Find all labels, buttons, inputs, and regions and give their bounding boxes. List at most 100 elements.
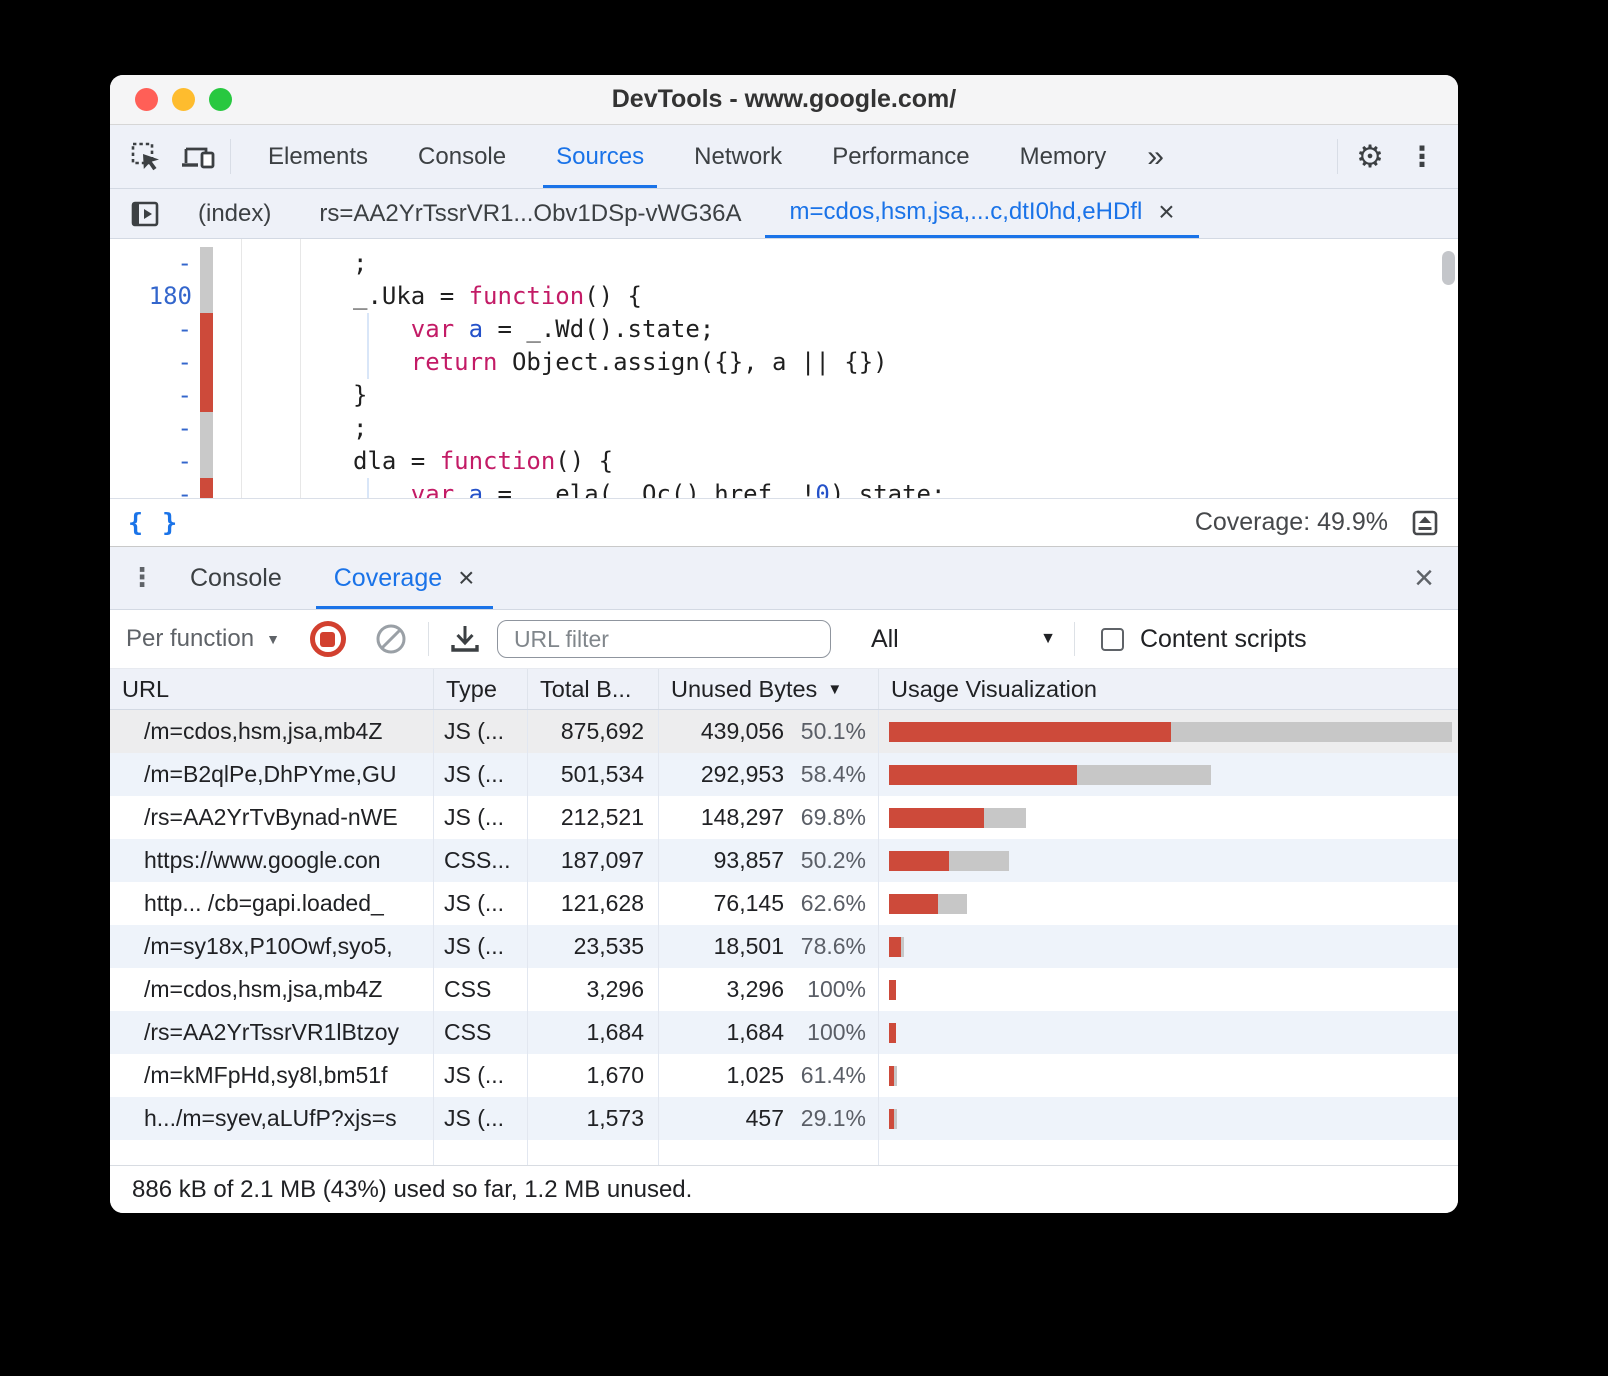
close-drawer-button[interactable]: × (1400, 547, 1448, 609)
cell-type: CSS... (433, 839, 527, 883)
close-tab-icon[interactable]: × (458, 562, 475, 594)
code-line: ; (353, 414, 368, 442)
drawer-tab-console[interactable]: Console (164, 547, 308, 609)
code-line: var a = _.ela(_.Oc().href, !0).state; (301, 478, 1458, 499)
file-tab-label: m=cdos,hsm,jsa,...c,dtI0hd,eHDfl (789, 198, 1143, 225)
table-row[interactable]: h.../m=syev,aLUfP?xjs=s JS (... 1,573 457 29… (110, 1097, 1458, 1141)
line-number: - (177, 480, 192, 499)
content-scripts-checkbox[interactable] (1100, 627, 1124, 651)
cell-url: /rs=AA2YrTssrVR1lBtzoy (144, 1019, 399, 1046)
column-header-type[interactable]: Type (433, 669, 527, 710)
cell-usage-visualization (878, 882, 1458, 926)
table-row[interactable]: /m=kMFpHd,sy8l,bm51f JS (... 1,670 1,025 61.… (110, 1054, 1458, 1098)
cell-unused-bytes: 93,857 50.2% (658, 839, 878, 883)
more-panels-button[interactable]: » (1147, 139, 1164, 173)
window-title: DevTools - www.google.com/ (611, 85, 957, 113)
coverage-table-header: URL Type Total B... Unused Bytes ▼ Usage … (110, 668, 1458, 711)
url-filter-input[interactable] (496, 620, 831, 659)
column-header-url[interactable]: URL (122, 675, 170, 702)
line-number: - (177, 447, 192, 475)
table-row[interactable]: /m=cdos,hsm,jsa,mb4Z CSS 3,296 3,296 100% (110, 968, 1458, 1012)
unused-bar-segment (889, 936, 901, 957)
minimize-window-button[interactable] (172, 88, 195, 111)
cell-usage-visualization (878, 968, 1458, 1012)
devtools-window: DevTools - www.google.com/ Elements Conso… (110, 75, 1458, 1213)
column-header-total-bytes[interactable]: Total B... (527, 669, 658, 710)
table-row[interactable]: http... /cb=gapi.loaded_ JS (... 121,628 76… (110, 882, 1458, 926)
column-header-unused-bytes[interactable]: Unused Bytes ▼ (658, 669, 878, 710)
type-filter-select[interactable]: All ▼ (871, 625, 1056, 654)
unused-bytes-value: 76,145 (713, 890, 784, 917)
cell-unused-bytes: 148,297 69.8% (658, 796, 878, 840)
cell-type: JS (... (433, 925, 527, 969)
file-tab-1[interactable]: rs=AA2YrTssrVR1...Obv1DSp-vWG36A (295, 189, 765, 238)
devtools-toolbar: Elements Console Sources Network Performance… (110, 125, 1458, 189)
cell-type: JS (... (433, 1097, 527, 1141)
column-header-usage-visualization[interactable]: Usage Visualization (878, 669, 1458, 710)
coverage-hit-marker (200, 280, 213, 313)
chevron-down-icon: ▼ (1040, 630, 1056, 648)
show-drawer-icon[interactable] (1410, 508, 1440, 538)
line-number: - (177, 348, 192, 376)
drawer-tab-coverage[interactable]: Coverage × (308, 547, 501, 610)
device-toolbar-button[interactable] (172, 125, 224, 188)
tab-network[interactable]: Network (694, 142, 783, 170)
clear-coverage-button[interactable] (372, 620, 410, 658)
coverage-miss-marker (200, 346, 213, 379)
cell-unused-bytes: 1,684 100% (658, 1011, 878, 1055)
toggle-navigator-button[interactable] (116, 189, 174, 238)
cell-usage-visualization (878, 1011, 1458, 1055)
table-row[interactable]: https://www.google.con CSS... 187,097 93,85… (110, 839, 1458, 883)
content-scripts-toggle[interactable]: Content scripts (1100, 625, 1307, 654)
coverage-toolbar: Per function ▼ All ▼ Content scripts (110, 610, 1458, 669)
code-content[interactable]: ; _.Uka = function() { var a = _.Wd().sta… (301, 239, 1458, 499)
tab-console[interactable]: Console (418, 142, 507, 170)
coverage-miss-marker (200, 313, 213, 346)
file-tab-0[interactable]: (index) (174, 189, 295, 238)
used-bar-segment (894, 1065, 897, 1086)
usage-bar (889, 1022, 896, 1043)
code-line: return Object.assign({}, a || {}) (301, 346, 1458, 379)
panel-tabs: Elements Console Sources Network Performance… (243, 125, 1131, 188)
stop-recording-button[interactable] (309, 621, 346, 658)
table-row[interactable]: /rs=AA2YrTvBynad-nWE JS (... 212,521 148,29… (110, 796, 1458, 840)
used-bar-segment (900, 936, 905, 957)
cell-usage-visualization (878, 839, 1458, 883)
table-row[interactable]: /m=sy18x,P10Owf,syo5, JS (... 23,535 18,501… (110, 925, 1458, 969)
editor-scrollbar-thumb[interactable] (1442, 251, 1455, 285)
unused-bytes-value: 292,953 (700, 761, 784, 788)
cell-total-bytes: 501,534 (527, 753, 658, 797)
tab-performance[interactable]: Performance (832, 142, 970, 170)
source-editor: - 180 - - - - - - ; _.Uka = function() { var a =… (110, 239, 1458, 499)
inspect-element-button[interactable] (120, 125, 172, 188)
device-toolbar-icon (182, 147, 215, 168)
coverage-gutter-strip (200, 239, 213, 499)
coverage-scope-select[interactable]: Per function ▼ (126, 625, 280, 653)
line-number: - (177, 315, 192, 343)
gutter-border-2 (300, 239, 301, 499)
cell-total-bytes: 1,573 (527, 1097, 658, 1141)
tab-memory[interactable]: Memory (1019, 142, 1107, 170)
unused-bar-segment (889, 893, 938, 914)
cell-url: http... /cb=gapi.loaded_ (144, 890, 384, 917)
table-row[interactable]: /m=cdos,hsm,jsa,mb4Z JS (... 875,692 439,05… (110, 710, 1458, 754)
close-tab-icon[interactable]: × (1158, 196, 1175, 227)
table-row[interactable]: /rs=AA2YrTssrVR1lBtzoy CSS 1,684 1,684 100% (110, 1011, 1458, 1055)
export-coverage-button[interactable] (447, 621, 483, 657)
line-number: - (177, 249, 192, 277)
settings-button[interactable]: ⚙︎ (1344, 125, 1396, 188)
pretty-print-button[interactable]: { } (128, 508, 180, 538)
unused-percent-value: 100% (807, 976, 866, 1003)
tab-sources[interactable]: Sources (531, 125, 669, 188)
cell-usage-visualization (878, 753, 1458, 797)
usage-bar (889, 807, 1026, 828)
close-window-button[interactable] (135, 88, 158, 111)
drawer-menu-button[interactable]: ⋮ (120, 547, 164, 609)
table-row[interactable]: /m=B2qlPe,DhPYme,GU JS (... 501,534 292,953… (110, 753, 1458, 797)
tab-elements[interactable]: Elements (268, 142, 369, 170)
code-line: dla = function() { (353, 447, 614, 475)
zoom-window-button[interactable] (209, 88, 232, 111)
file-tab-2[interactable]: m=cdos,hsm,jsa,...c,dtI0hd,eHDfl × (765, 189, 1199, 238)
code-line: } (353, 381, 368, 409)
devtools-menu-button[interactable]: ⋮ (1396, 125, 1448, 188)
